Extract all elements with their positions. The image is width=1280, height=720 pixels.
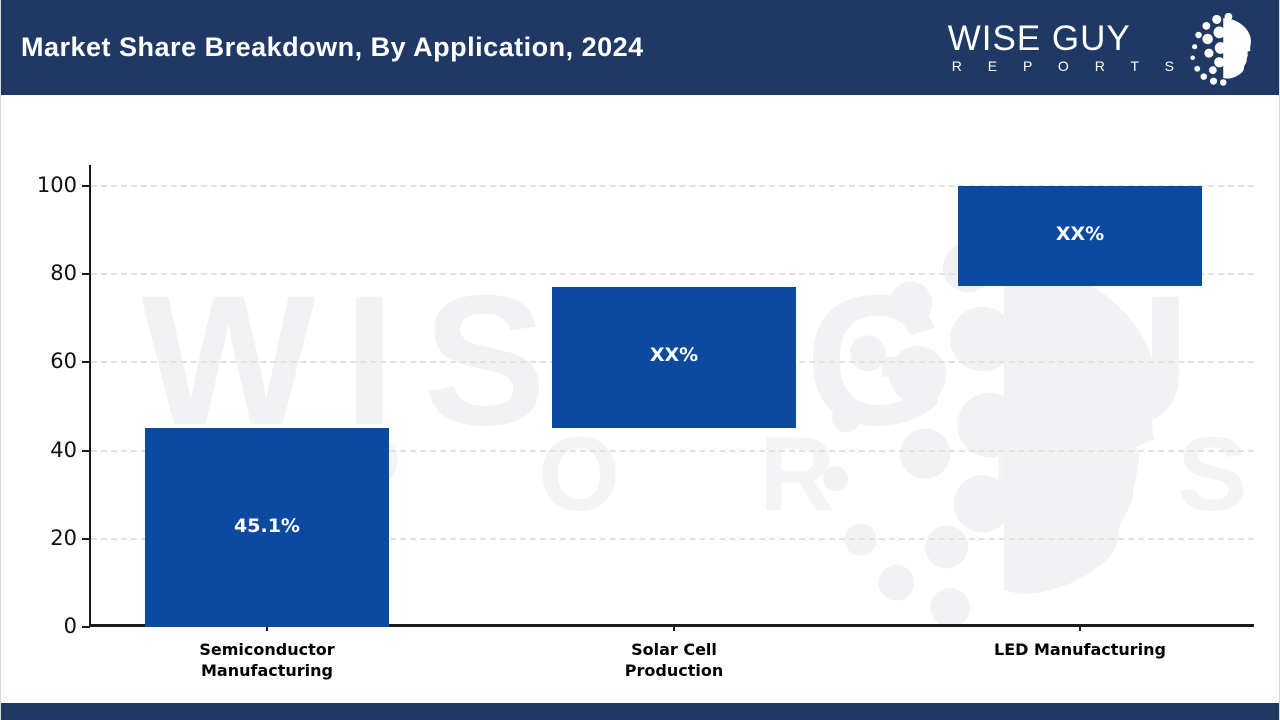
y-axis-label: 0 — [63, 614, 77, 638]
gridline-100 — [91, 185, 1254, 187]
bar-value-label: XX% — [649, 344, 699, 367]
x-axis-category-line: Solar Cell — [631, 640, 717, 659]
bar-value-label: 45.1% — [234, 514, 300, 537]
y-axis-tick — [82, 449, 90, 452]
brand-name: WISE GUY — [947, 19, 1131, 58]
header-bar: Market Share Breakdown, By Application, … — [1, 0, 1279, 95]
y-axis-label: 20 — [50, 525, 77, 550]
x-axis-category-label: Semiconductor Manufacturing — [97, 639, 437, 681]
brand-subtitle: R E P O R T S — [951, 58, 1185, 74]
bar-led-manufacturing[interactable]: XX% — [958, 186, 1202, 286]
bar-solar-cell-production[interactable]: XX% — [552, 286, 796, 429]
footer-bar — [1, 703, 1279, 720]
bar-value-label: XX% — [1055, 222, 1105, 245]
plot-area: 0 20 40 60 80 100 45.1% Semiconductor Manufactur… — [37, 165, 1254, 680]
y-axis-label: 80 — [50, 261, 77, 286]
y-axis-tick — [82, 626, 90, 628]
y-axis-label: 60 — [50, 349, 77, 374]
x-axis-category-line: Manufacturing — [201, 661, 333, 680]
x-axis-tick — [673, 624, 675, 631]
y-axis-tick — [82, 361, 90, 364]
x-axis-category-label: LED Manufacturing — [910, 639, 1250, 660]
x-axis-tick — [266, 624, 268, 631]
brand-logo-text: WISE GUY R E P O R T S — [947, 19, 1185, 75]
y-axis-tick — [82, 273, 90, 276]
x-axis-category-label: Solar Cell Production — [504, 639, 844, 681]
gridline-20 — [91, 537, 1254, 540]
brand-logo: WISE GUY R E P O R T S — [948, 9, 1263, 87]
gridline-40 — [91, 449, 1254, 452]
x-axis-category-line: LED Manufacturing — [994, 640, 1166, 659]
y-axis-tick — [82, 185, 90, 187]
y-axis-tick — [82, 537, 90, 540]
x-axis-category-line: Semiconductor — [199, 640, 335, 659]
logo-face-icon — [1190, 12, 1251, 86]
y-axis-label: 100 — [36, 173, 77, 197]
x-axis-tick — [1079, 624, 1081, 631]
bar-semiconductor-manufacturing[interactable]: 45.1% — [145, 428, 389, 627]
x-axis-category-line: Production — [624, 661, 724, 680]
gridline-80 — [91, 273, 1254, 276]
y-axis-label: 40 — [50, 437, 77, 462]
page-title: Market Share Breakdown, By Application, … — [21, 32, 644, 62]
